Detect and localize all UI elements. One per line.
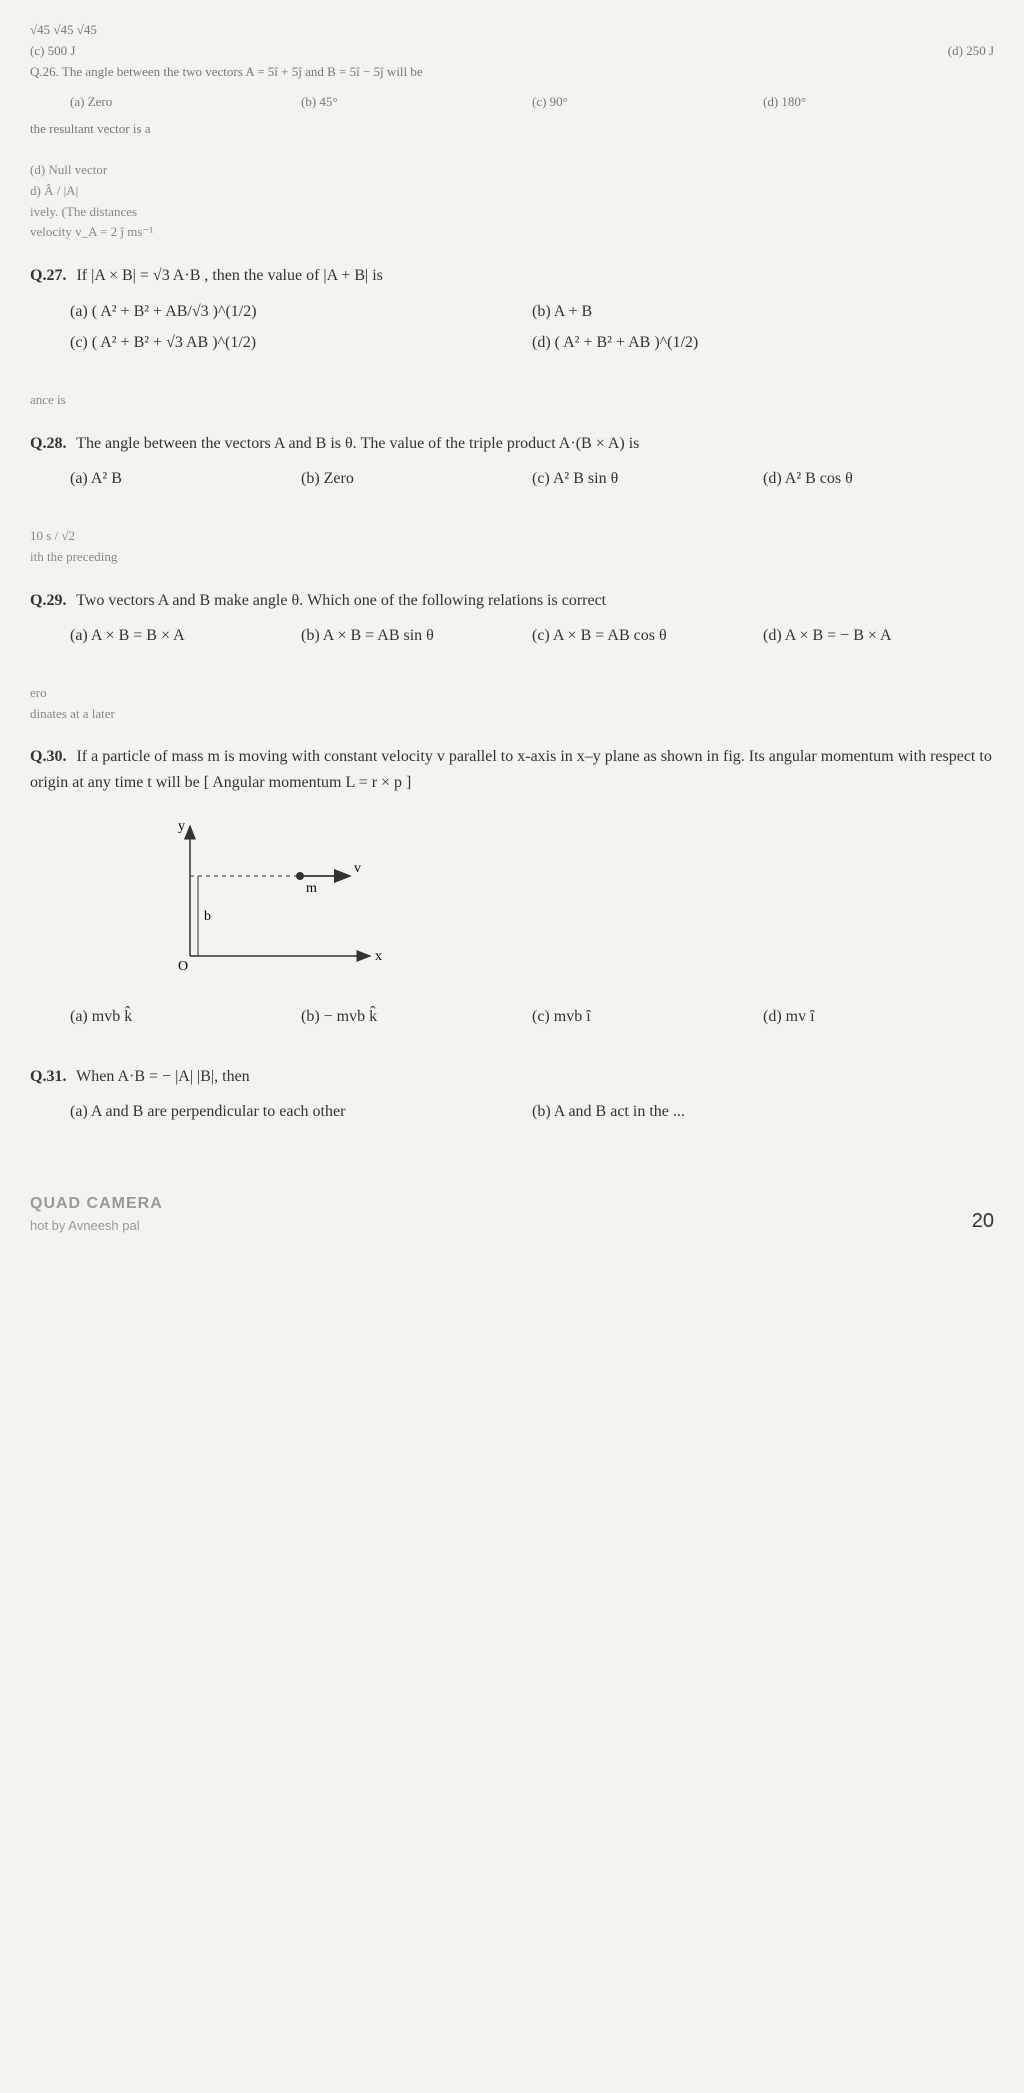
q28-opt-b: (b) Zero bbox=[301, 466, 532, 492]
camera-label: QUAD CAMERA bbox=[30, 1191, 163, 1217]
fig-o-label: O bbox=[178, 959, 188, 974]
q28-text: The angle between the vectors A and B is… bbox=[76, 435, 639, 452]
fig-v-label: v bbox=[354, 861, 361, 876]
q29-opt-b: (b) A × B = AB sin θ bbox=[301, 623, 532, 649]
q29-label: Q.29. bbox=[30, 592, 66, 609]
opt-d-top: (d) 250 J bbox=[948, 41, 994, 62]
q29-opt-c: (c) A × B = AB cos θ bbox=[532, 623, 763, 649]
q27-opt-c: (c) ( A² + B² + √3 AB )^(1/2) bbox=[70, 330, 532, 356]
q26-opt-d: (d) 180° bbox=[763, 92, 994, 113]
question-27: Q.27. If |A × B| = √3 A·B , then the val… bbox=[30, 263, 994, 362]
page-number: 20 bbox=[972, 1205, 994, 1237]
q31-text: When A·B = − |A| |B|, then bbox=[76, 1068, 250, 1085]
resultant-fragment: the resultant vector is a bbox=[30, 119, 994, 140]
q26-opt-a: (a) Zero bbox=[70, 92, 301, 113]
q27-opt-d: (d) ( A² + B² + AB )^(1/2) bbox=[532, 330, 994, 356]
q28-opt-d: (d) A² B cos θ bbox=[763, 466, 994, 492]
q30-figure: y x O v m b bbox=[130, 816, 994, 985]
question-30: Q.30. If a particle of mass m is moving … bbox=[30, 744, 994, 1035]
question-28: Q.28. The angle between the vectors A an… bbox=[30, 431, 994, 498]
question-29: Q.29. Two vectors A and B make angle θ. … bbox=[30, 588, 994, 655]
top-left-fragment: √45 √45 √45 bbox=[30, 20, 994, 41]
q30-label: Q.30. bbox=[30, 748, 66, 765]
q26-fragment: Q.26. The angle between the two vectors … bbox=[30, 62, 994, 83]
q28-opt-c: (c) A² B sin θ bbox=[532, 466, 763, 492]
q28-label: Q.28. bbox=[30, 435, 66, 452]
fig-y-label: y bbox=[178, 819, 185, 834]
q28-opt-a: (a) A² B bbox=[70, 466, 301, 492]
q30-opt-b: (b) − mvb k̂ bbox=[301, 1004, 532, 1030]
q27-opt-b: (b) A + B bbox=[532, 299, 994, 325]
fig-m-label: m bbox=[306, 881, 317, 896]
q26-opt-c: (c) 90° bbox=[532, 92, 763, 113]
q30-opt-a: (a) mvb k̂ bbox=[70, 1004, 301, 1030]
fig-b-label: b bbox=[204, 909, 211, 924]
page-top-fragments: √45 √45 √45 (c) 500 J (d) 250 J Q.26. Th… bbox=[30, 20, 994, 140]
question-31: Q.31. When A·B = − |A| |B|, then (a) A a… bbox=[30, 1064, 994, 1131]
q31-label: Q.31. bbox=[30, 1068, 66, 1085]
q27-opt-a: (a) ( A² + B² + AB/√3 )^(1/2) bbox=[70, 299, 532, 325]
q26-opt-b: (b) 45° bbox=[301, 92, 532, 113]
q29-opt-a: (a) A × B = B × A bbox=[70, 623, 301, 649]
q27-text: If |A × B| = √3 A·B , then the value of … bbox=[76, 267, 382, 284]
q29-opt-d: (d) A × B = − B × A bbox=[763, 623, 994, 649]
q27-margin-text: (d) Null vector d) Â / |A| ively. (The d… bbox=[30, 160, 994, 243]
q29-text: Two vectors A and B make angle θ. Which … bbox=[76, 592, 606, 609]
opt-c-top: (c) 500 J bbox=[30, 41, 76, 62]
q27-label: Q.27. bbox=[30, 267, 66, 284]
q30-opt-c: (c) mvb î bbox=[532, 1004, 763, 1030]
camera-watermark: QUAD CAMERA hot by Avneesh pal bbox=[30, 1191, 163, 1237]
q30-opt-d: (d) mv î bbox=[763, 1004, 994, 1030]
q30-margin-text: ero dinates at a later bbox=[30, 683, 994, 725]
fig-x-label: x bbox=[375, 949, 382, 964]
q29-margin-text: 10 s / √2 ith the preceding bbox=[30, 526, 994, 568]
q30-text: If a particle of mass m is moving with c… bbox=[30, 748, 992, 791]
q31-opt-b: (b) A and B act in the ... bbox=[532, 1099, 994, 1125]
byline-label: hot by Avneesh pal bbox=[30, 1216, 163, 1237]
q31-opt-a: (a) A and B are perpendicular to each ot… bbox=[70, 1099, 532, 1125]
q28-margin-text: ance is bbox=[30, 390, 994, 411]
